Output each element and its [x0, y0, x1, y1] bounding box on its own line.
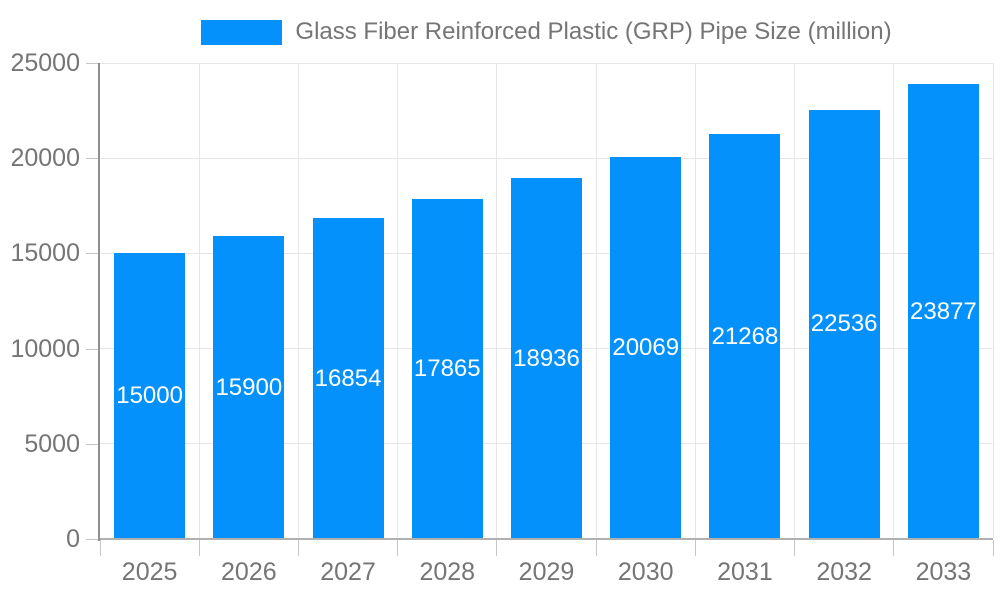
v-gridline [595, 63, 597, 539]
bar[interactable]: 17865 [411, 198, 483, 539]
x-axis-tick [397, 540, 399, 556]
v-gridline [992, 63, 994, 539]
bar[interactable]: 18936 [511, 178, 582, 539]
h-gridline [100, 62, 993, 64]
bar[interactable]: 21268 [709, 134, 781, 539]
y-axis-line [98, 63, 100, 541]
v-gridline [297, 63, 299, 539]
bar-value-label: 15000 [116, 382, 183, 410]
bar-value-label: 17865 [413, 354, 481, 382]
v-gridline [198, 63, 200, 539]
y-tick-label: 25000 [10, 49, 80, 77]
bar-value-label: 23877 [910, 297, 977, 325]
x-axis-tick [694, 540, 696, 556]
bar[interactable]: 20069 [610, 156, 682, 539]
x-tick-label: 2031 [717, 558, 773, 586]
v-gridline [893, 63, 895, 539]
x-axis-tick [198, 540, 200, 556]
x-axis-tick [893, 540, 895, 556]
y-tick-label: 20000 [10, 144, 80, 173]
x-axis-tick [496, 540, 498, 556]
x-tick-label: 2033 [915, 558, 972, 586]
bar-value-label: 22536 [810, 310, 878, 338]
y-axis-tick [86, 348, 98, 350]
v-gridline [496, 63, 498, 539]
y-axis-tick [86, 539, 98, 540]
plot-area: 15000 15900 16854 17865 18936 20069 21268 22536… [100, 62, 994, 539]
legend[interactable]: Glass Fiber Reinforced Plastic (GRP) Pip… [100, 8, 993, 56]
y-tick-label: 0 [66, 525, 80, 553]
bar[interactable]: 15000 [114, 253, 186, 539]
x-tick-label: 2025 [121, 558, 178, 586]
x-axis-tick [297, 540, 299, 556]
x-tick-label: 2027 [320, 558, 376, 586]
v-gridline [794, 63, 796, 539]
y-tick-label: 10000 [10, 334, 80, 363]
bar[interactable]: 22536 [808, 109, 880, 539]
x-axis-tick [992, 540, 994, 556]
x-tick-label: 2032 [816, 558, 872, 586]
x-tick-label: 2028 [419, 558, 476, 586]
x-axis-line [100, 538, 993, 540]
bar-value-label: 20069 [612, 333, 680, 361]
x-axis-tick [794, 540, 796, 556]
y-axis-tick [86, 443, 98, 445]
bar-value-label: 18936 [513, 344, 580, 372]
y-axis-tick [86, 63, 98, 64]
y-tick-label: 5000 [24, 429, 80, 458]
v-gridline [694, 63, 696, 539]
bar-value-label: 15900 [215, 373, 283, 401]
y-axis-tick [86, 253, 98, 255]
bar[interactable]: 16854 [312, 218, 384, 539]
x-tick-label: 2030 [617, 558, 674, 586]
bar-value-label: 21268 [711, 322, 779, 350]
legend-swatch-icon [201, 19, 283, 45]
v-gridline [397, 63, 399, 539]
bar-value-label: 16854 [314, 364, 382, 392]
x-axis-tick [595, 540, 597, 556]
bar[interactable]: 23877 [907, 84, 979, 539]
x-axis-tick [99, 540, 101, 556]
bar[interactable]: 15900 [213, 236, 285, 539]
legend-label: Glass Fiber Reinforced Plastic (GRP) Pip… [295, 18, 892, 45]
x-tick-label: 2026 [221, 558, 277, 586]
y-axis-tick [86, 158, 98, 160]
h-gridline [100, 157, 993, 159]
y-tick-label: 15000 [10, 239, 80, 268]
x-tick-label: 2029 [518, 558, 575, 586]
